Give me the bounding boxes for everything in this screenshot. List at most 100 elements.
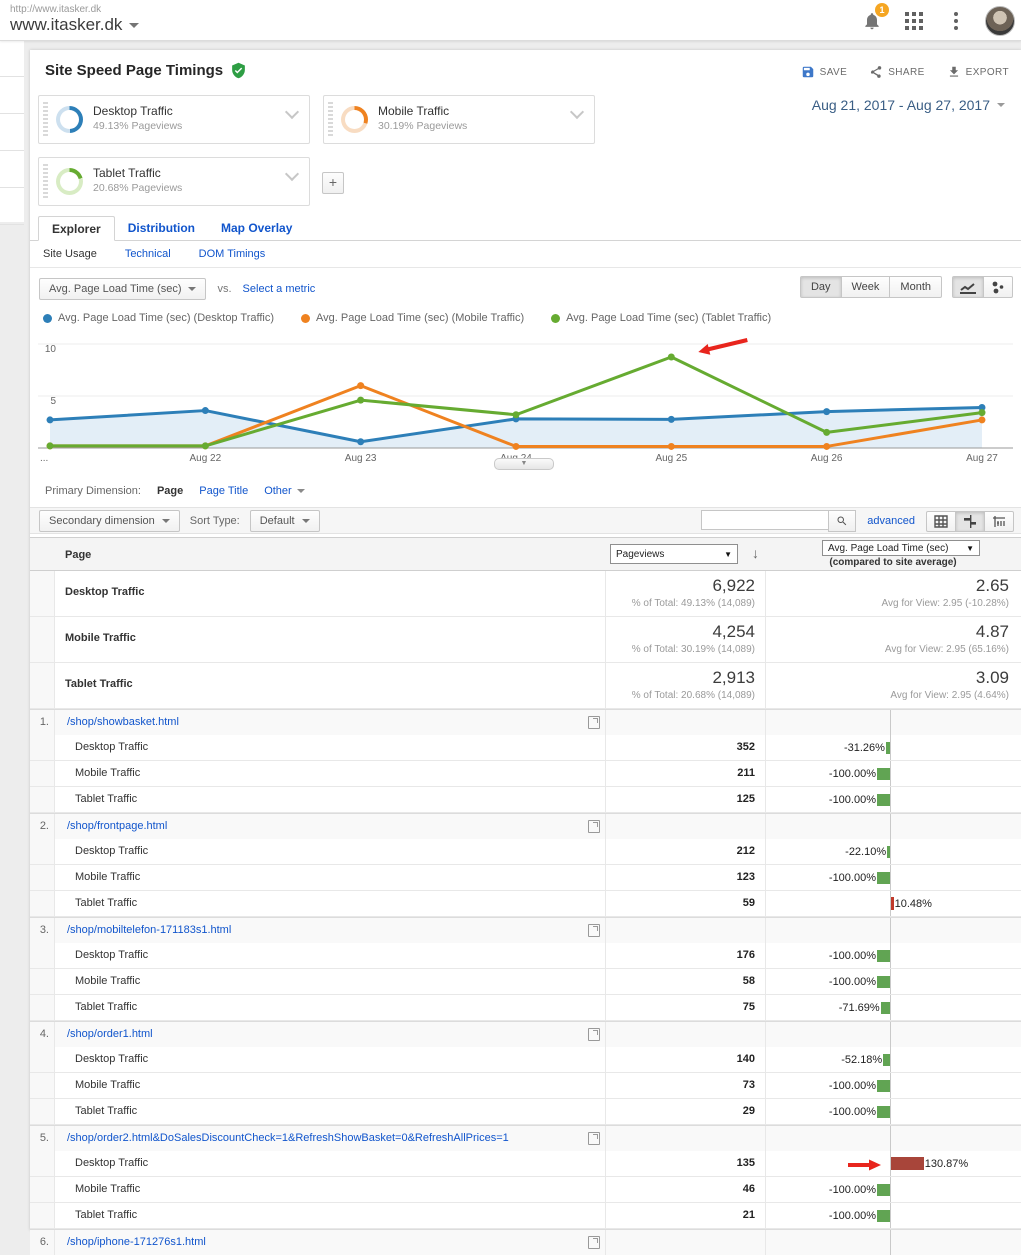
chevron-down-icon[interactable] bbox=[569, 104, 585, 120]
select-metric-link[interactable]: Select a metric bbox=[242, 283, 316, 295]
search-input[interactable] bbox=[701, 510, 829, 530]
sort-direction-icon[interactable]: ↓ bbox=[752, 545, 759, 561]
segment-card-tablet[interactable]: Tablet Traffic 20.68% Pageviews bbox=[38, 157, 310, 206]
delta-bar bbox=[877, 1079, 890, 1092]
motion-chart-view-button[interactable] bbox=[983, 276, 1013, 298]
bar-axis bbox=[890, 761, 891, 786]
page-link[interactable]: /shop/order1.html bbox=[67, 1028, 153, 1040]
drag-handle[interactable] bbox=[43, 164, 48, 199]
bar-axis bbox=[890, 839, 891, 864]
summary-pageviews-note: % of Total: 20.68% (14,089) bbox=[631, 690, 755, 701]
bar-axis bbox=[890, 735, 891, 760]
open-in-new-icon[interactable] bbox=[588, 716, 600, 729]
page-link[interactable]: /shop/iphone-171276s1.html bbox=[67, 1236, 206, 1248]
segment-pageviews-value: 59 bbox=[742, 897, 755, 909]
segment-pageviews-value: 212 bbox=[736, 845, 755, 857]
sort-type-dropdown[interactable]: Default bbox=[249, 510, 320, 532]
row-index-cell bbox=[30, 1099, 55, 1124]
share-icon bbox=[871, 66, 882, 78]
notifications-button[interactable]: 1 bbox=[859, 3, 889, 34]
page-link[interactable]: /shop/showbasket.html bbox=[67, 716, 179, 728]
column-header-page[interactable]: Page bbox=[65, 549, 92, 561]
row-index-cell: 6. bbox=[30, 1230, 55, 1255]
delta-bar bbox=[877, 1209, 890, 1222]
legend-item-mobile[interactable]: Avg. Page Load Time (sec) (Mobile Traffi… bbox=[301, 312, 524, 324]
bar-axis bbox=[890, 1022, 891, 1047]
donut-chart-icon bbox=[341, 106, 368, 133]
more-menu-button[interactable] bbox=[943, 8, 969, 34]
segment-row-name: Mobile Traffic bbox=[75, 767, 141, 779]
segment-card-mobile[interactable]: Mobile Traffic 30.19% Pageviews bbox=[323, 95, 595, 144]
chevron-down-icon[interactable] bbox=[284, 166, 300, 182]
tab-distribution[interactable]: Distribution bbox=[127, 221, 196, 235]
row-index-cell bbox=[30, 1047, 55, 1072]
table-row-segment: Mobile Traffic 123 -100.00% bbox=[30, 865, 1021, 891]
page-link[interactable]: /shop/order2.html&DoSalesDiscountCheck=1… bbox=[67, 1132, 509, 1144]
dimension-page[interactable]: Page bbox=[156, 485, 184, 497]
granularity-day[interactable]: Day bbox=[799, 276, 842, 298]
delta-bar-positive: 130.87% bbox=[891, 1151, 969, 1176]
open-in-new-icon[interactable] bbox=[588, 924, 600, 937]
segment-row-name: Tablet Traffic bbox=[75, 1001, 138, 1013]
table-view-button[interactable] bbox=[926, 510, 956, 532]
report-tabs: Explorer Distribution Map Overlay bbox=[30, 216, 1021, 241]
drag-handle[interactable] bbox=[328, 102, 333, 137]
line-chart-view-button[interactable] bbox=[952, 276, 984, 298]
dimension-other[interactable]: Other bbox=[264, 485, 305, 497]
save-button[interactable]: SAVE bbox=[801, 65, 848, 79]
secondary-dimension-dropdown[interactable]: Secondary dimension bbox=[39, 510, 180, 532]
property-name: www.itasker.dk bbox=[10, 15, 123, 34]
chevron-down-icon bbox=[188, 287, 197, 291]
segment-name: Tablet Traffic bbox=[93, 166, 161, 180]
timeline-scrubber[interactable]: ▼ bbox=[494, 458, 554, 470]
legend-item-desktop[interactable]: Avg. Page Load Time (sec) (Desktop Traff… bbox=[43, 312, 274, 324]
granularity-week[interactable]: Week bbox=[840, 276, 891, 298]
metric-column-note: (compared to site average) bbox=[829, 557, 957, 568]
tab-map-overlay[interactable]: Map Overlay bbox=[221, 221, 293, 235]
legend-item-tablet[interactable]: Avg. Page Load Time (sec) (Tablet Traffi… bbox=[551, 312, 771, 324]
sort-type-label: Sort Type: bbox=[189, 515, 240, 527]
open-in-new-icon[interactable] bbox=[588, 1132, 600, 1145]
table-toolbar: Secondary dimension Sort Type: Default a… bbox=[30, 507, 1021, 534]
dimension-page-title[interactable]: Page Title bbox=[199, 485, 249, 497]
pageviews-column-select[interactable]: Pageviews ▼ bbox=[610, 544, 738, 564]
comparison-view-button[interactable] bbox=[955, 510, 985, 532]
export-button[interactable]: EXPORT bbox=[947, 65, 1009, 79]
search-button[interactable] bbox=[828, 510, 857, 532]
table-view-toggle bbox=[926, 510, 1014, 532]
bar-axis bbox=[890, 1047, 891, 1072]
user-avatar[interactable] bbox=[985, 6, 1015, 36]
open-in-new-icon[interactable] bbox=[588, 820, 600, 833]
open-in-new-icon[interactable] bbox=[588, 1236, 600, 1249]
segment-row-name: Desktop Traffic bbox=[75, 845, 149, 857]
add-segment-button[interactable]: + bbox=[322, 172, 344, 194]
row-index-cell bbox=[30, 1073, 55, 1098]
tab-explorer[interactable]: Explorer bbox=[38, 216, 115, 241]
property-url: http://www.itasker.dk bbox=[10, 4, 102, 15]
row-index-cell bbox=[30, 663, 55, 708]
drag-handle[interactable] bbox=[43, 102, 48, 137]
bar-axis bbox=[890, 969, 891, 994]
metric-dropdown[interactable]: Avg. Page Load Time (sec) bbox=[39, 278, 207, 300]
chevron-down-icon bbox=[296, 489, 305, 493]
date-range-picker[interactable]: Aug 21, 2017 - Aug 27, 2017 bbox=[812, 97, 1005, 113]
page-link[interactable]: /shop/frontpage.html bbox=[67, 820, 168, 832]
chart-legend: Avg. Page Load Time (sec) (Desktop Traff… bbox=[43, 312, 771, 324]
apps-grid-button[interactable] bbox=[901, 8, 927, 34]
page-link[interactable]: /shop/mobiltelefon-171183s1.html bbox=[67, 924, 232, 936]
pivot-view-button[interactable] bbox=[984, 510, 1014, 532]
delta-bar bbox=[887, 845, 890, 858]
granularity-month[interactable]: Month bbox=[889, 276, 942, 298]
open-in-new-icon[interactable] bbox=[588, 1028, 600, 1041]
segment-card-desktop[interactable]: Desktop Traffic 49.13% Pageviews bbox=[38, 95, 310, 144]
property-selector[interactable]: www.itasker.dk bbox=[10, 15, 140, 35]
table-row-group-header: 4. /shop/order1.html bbox=[30, 1021, 1021, 1047]
chevron-down-icon[interactable] bbox=[284, 104, 300, 120]
advanced-search-link[interactable]: advanced bbox=[867, 515, 915, 527]
subtab-site-usage[interactable]: Site Usage bbox=[43, 248, 97, 260]
metric-column-select[interactable]: Avg. Page Load Time (sec) ▼ bbox=[822, 540, 980, 556]
subtab-dom-timings[interactable]: DOM Timings bbox=[198, 248, 266, 260]
share-button[interactable]: SHARE bbox=[869, 65, 924, 79]
subtab-technical[interactable]: Technical bbox=[124, 248, 171, 260]
segment-pageviews-value: 123 bbox=[736, 871, 755, 883]
